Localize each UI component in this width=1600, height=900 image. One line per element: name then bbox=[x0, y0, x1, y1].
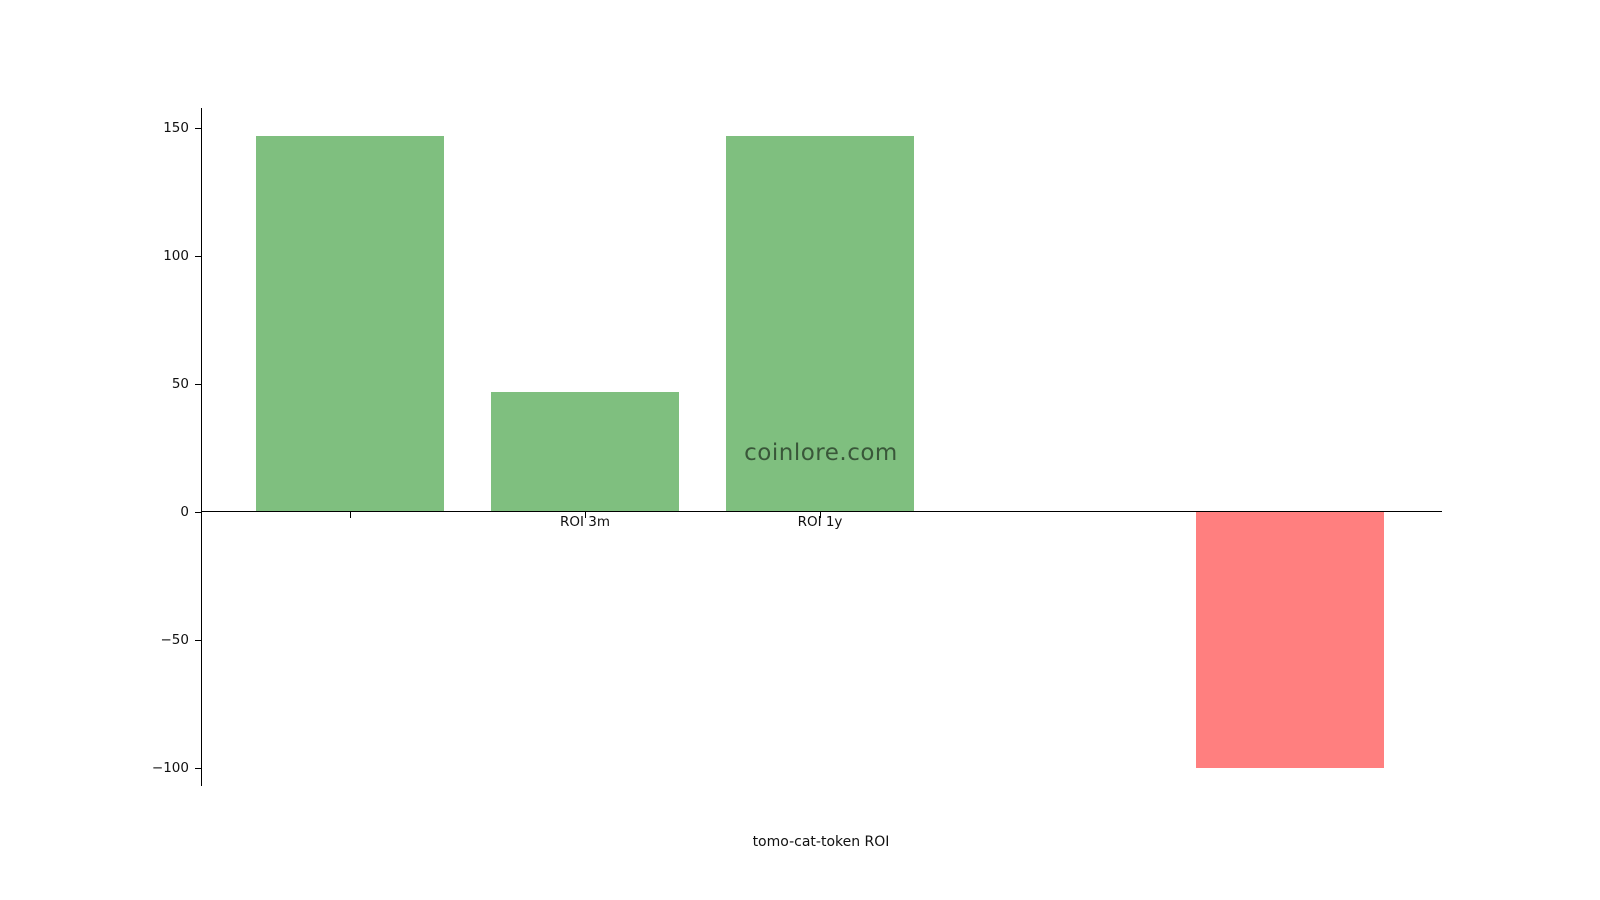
x-tick-mark bbox=[584, 512, 586, 519]
y-tick-label: 150 bbox=[163, 120, 189, 137]
chart-title: tomo-cat-token ROI bbox=[752, 834, 890, 850]
y-tick-label: 100 bbox=[163, 248, 189, 265]
y-tick-mark bbox=[195, 511, 201, 513]
y-tick-mark bbox=[195, 767, 201, 769]
x-tick-mark bbox=[349, 512, 351, 519]
x-tick-label: ROI 1y bbox=[797, 514, 843, 531]
watermark-text: coinlore.com bbox=[744, 440, 898, 466]
x-axis-zero-line bbox=[201, 511, 1442, 513]
y-tick-mark bbox=[195, 639, 201, 641]
bar-roi-1y bbox=[726, 136, 914, 513]
bar-unlabeled-3 bbox=[1196, 512, 1384, 769]
y-tick-label: 0 bbox=[180, 504, 189, 521]
bar-unlabeled-0 bbox=[256, 136, 444, 513]
x-tick-mark bbox=[819, 512, 821, 519]
y-tick-mark bbox=[195, 255, 201, 258]
y-tick-label: −100 bbox=[151, 760, 189, 777]
y-tick-label: −50 bbox=[160, 632, 190, 649]
y-axis-spine bbox=[201, 108, 203, 786]
y-tick-label: 50 bbox=[171, 376, 189, 393]
bar-roi-3m bbox=[491, 391, 679, 513]
y-tick-mark bbox=[195, 127, 201, 130]
y-tick-mark bbox=[195, 383, 201, 385]
x-tick-label: ROI 3m bbox=[559, 514, 611, 531]
